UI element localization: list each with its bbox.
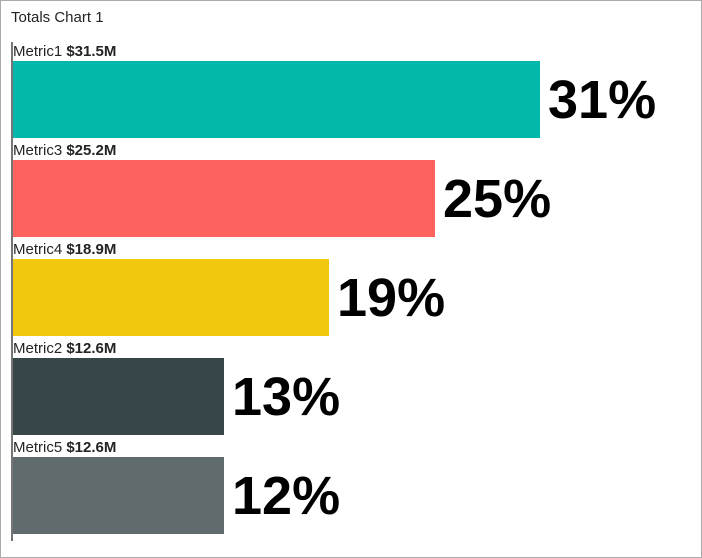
bar-row: Metric4 $18.9M 19% xyxy=(13,240,695,336)
bar[interactable] xyxy=(13,61,540,138)
bar-line: 25% xyxy=(13,160,695,237)
bar-category-label: Metric4 $18.9M xyxy=(13,240,695,259)
metric-name-text: Metric3 xyxy=(13,142,67,159)
bar-line: 31% xyxy=(13,61,695,138)
bar[interactable] xyxy=(13,259,329,336)
bar[interactable] xyxy=(13,160,435,237)
bar-row: Metric1 $31.5M 31% xyxy=(13,42,695,138)
bar-rows-container: Metric1 $31.5M 31% Metric3 $25.2M 25% Me… xyxy=(13,42,695,537)
metric-value-text: $12.6M xyxy=(66,340,117,357)
metric-value-text: $12.6M xyxy=(66,439,117,456)
bar-percent-label: 19% xyxy=(337,267,446,328)
bar-category-label: Metric2 $12.6M xyxy=(13,339,695,358)
metric-name-text: Metric5 xyxy=(13,439,67,456)
bar-line: 12% xyxy=(13,457,695,534)
bar[interactable] xyxy=(13,457,224,534)
bar-row: Metric3 $25.2M 25% xyxy=(13,141,695,237)
metric-value-text: $25.2M xyxy=(66,142,117,159)
y-axis-line xyxy=(11,42,13,541)
bar-line: 19% xyxy=(13,259,695,336)
bar-percent-label: 13% xyxy=(232,366,341,427)
bar-category-label: Metric1 $31.5M xyxy=(13,42,695,61)
metric-value-text: $18.9M xyxy=(66,241,117,258)
metric-name-text: Metric2 xyxy=(13,340,67,357)
metric-name-text: Metric1 xyxy=(13,43,67,60)
bar-category-label: Metric3 $25.2M xyxy=(13,141,695,160)
bar-row: Metric5 $12.6M 12% xyxy=(13,438,695,534)
bar-percent-label: 12% xyxy=(232,465,341,526)
bar-percent-label: 31% xyxy=(548,69,657,130)
metric-name-text: Metric4 xyxy=(13,241,67,258)
metric-value-text: $31.5M xyxy=(66,43,117,60)
bar[interactable] xyxy=(13,358,224,435)
bar-percent-label: 25% xyxy=(443,168,552,229)
chart-title: Totals Chart 1 xyxy=(11,9,104,26)
chart-area: Metric1 $31.5M 31% Metric3 $25.2M 25% Me… xyxy=(11,42,695,542)
bar-row: Metric2 $12.6M 13% xyxy=(13,339,695,435)
bar-line: 13% xyxy=(13,358,695,435)
bar-category-label: Metric5 $12.6M xyxy=(13,438,695,457)
